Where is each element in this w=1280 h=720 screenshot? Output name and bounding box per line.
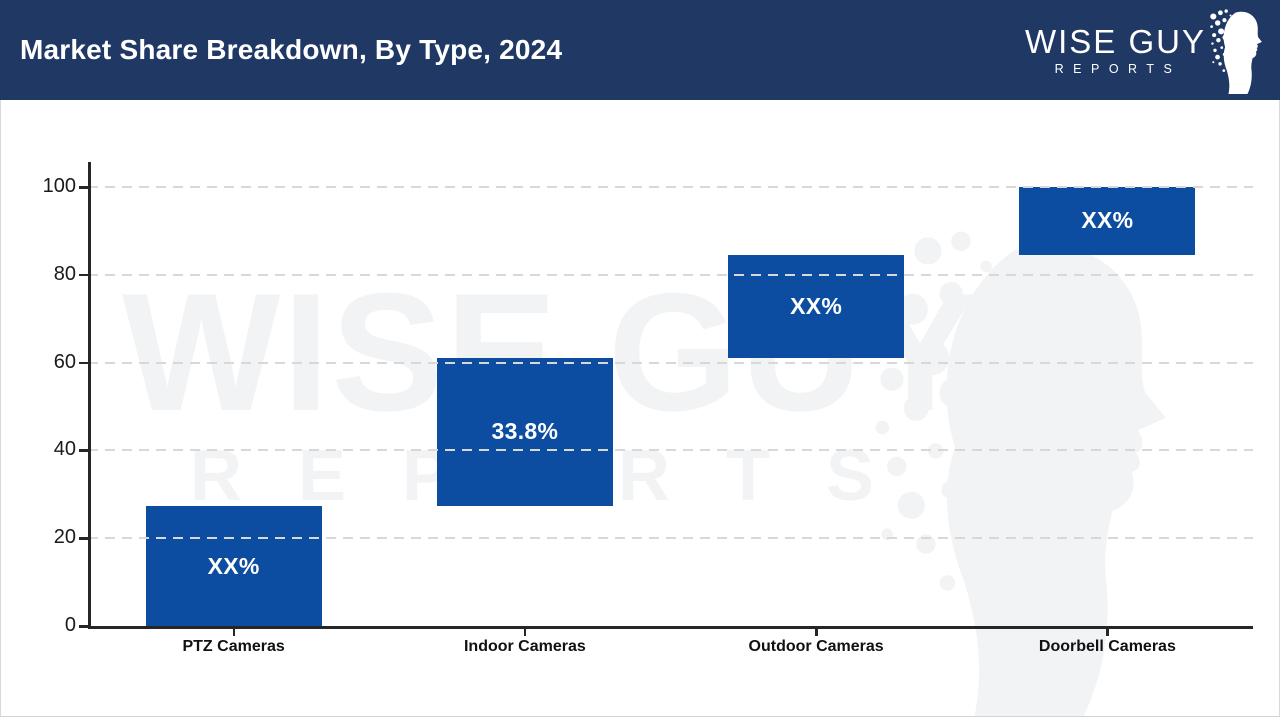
y-tick xyxy=(79,361,88,365)
y-gridline xyxy=(88,186,1253,188)
y-tick-label: 60 xyxy=(53,350,76,373)
brand-head-icon xyxy=(1208,6,1266,94)
bar: XX% xyxy=(1019,187,1196,255)
y-tick-label: 40 xyxy=(53,438,76,461)
brand-text: WISE GUY REPORTS xyxy=(1025,25,1206,76)
x-tick xyxy=(815,628,818,636)
x-tick xyxy=(523,628,527,636)
y-tick-label: 20 xyxy=(53,526,76,549)
bar-value-label: 33.8% xyxy=(491,418,559,445)
x-axis-label: Doorbell Cameras xyxy=(1038,638,1176,655)
x-axis-label: Indoor Cameras xyxy=(463,638,586,655)
y-tick xyxy=(79,449,88,452)
y-axis-line xyxy=(88,162,91,628)
brand-logo: WISE GUY REPORTS xyxy=(1025,6,1266,94)
x-tick xyxy=(1106,628,1109,636)
bottom-border xyxy=(0,716,1280,717)
x-axis-line xyxy=(88,626,1253,629)
brand-name: WISE GUY xyxy=(1024,22,1206,60)
y-tick-label: 0 xyxy=(64,614,76,636)
page-title: Market Share Breakdown, By Type, 2024 xyxy=(20,34,563,65)
y-gridline xyxy=(88,537,1253,540)
x-tick xyxy=(232,628,236,636)
y-tick xyxy=(79,625,88,628)
y-tick-label: 100 xyxy=(42,175,76,197)
bar: 33.8% xyxy=(436,357,613,507)
bar-value-label: XX% xyxy=(207,552,260,579)
x-axis-label: PTZ Cameras xyxy=(182,638,285,655)
bar: XX% xyxy=(728,254,905,358)
y-gridline xyxy=(88,361,1253,364)
header: Market Share Breakdown, By Type, 2024 WI… xyxy=(0,0,1280,100)
x-axis-label: Outdoor Cameras xyxy=(748,638,884,655)
y-gridline xyxy=(88,273,1253,276)
brand-tagline: REPORTS xyxy=(1054,61,1182,76)
y-tick-label: 80 xyxy=(53,262,76,285)
y-tick xyxy=(79,273,88,277)
bar-value-label: XX% xyxy=(790,292,843,319)
y-tick xyxy=(79,537,88,540)
bar-value-label: XX% xyxy=(1081,207,1134,234)
bar: XX% xyxy=(145,506,322,626)
y-tick xyxy=(79,186,88,189)
y-gridline xyxy=(88,449,1253,452)
